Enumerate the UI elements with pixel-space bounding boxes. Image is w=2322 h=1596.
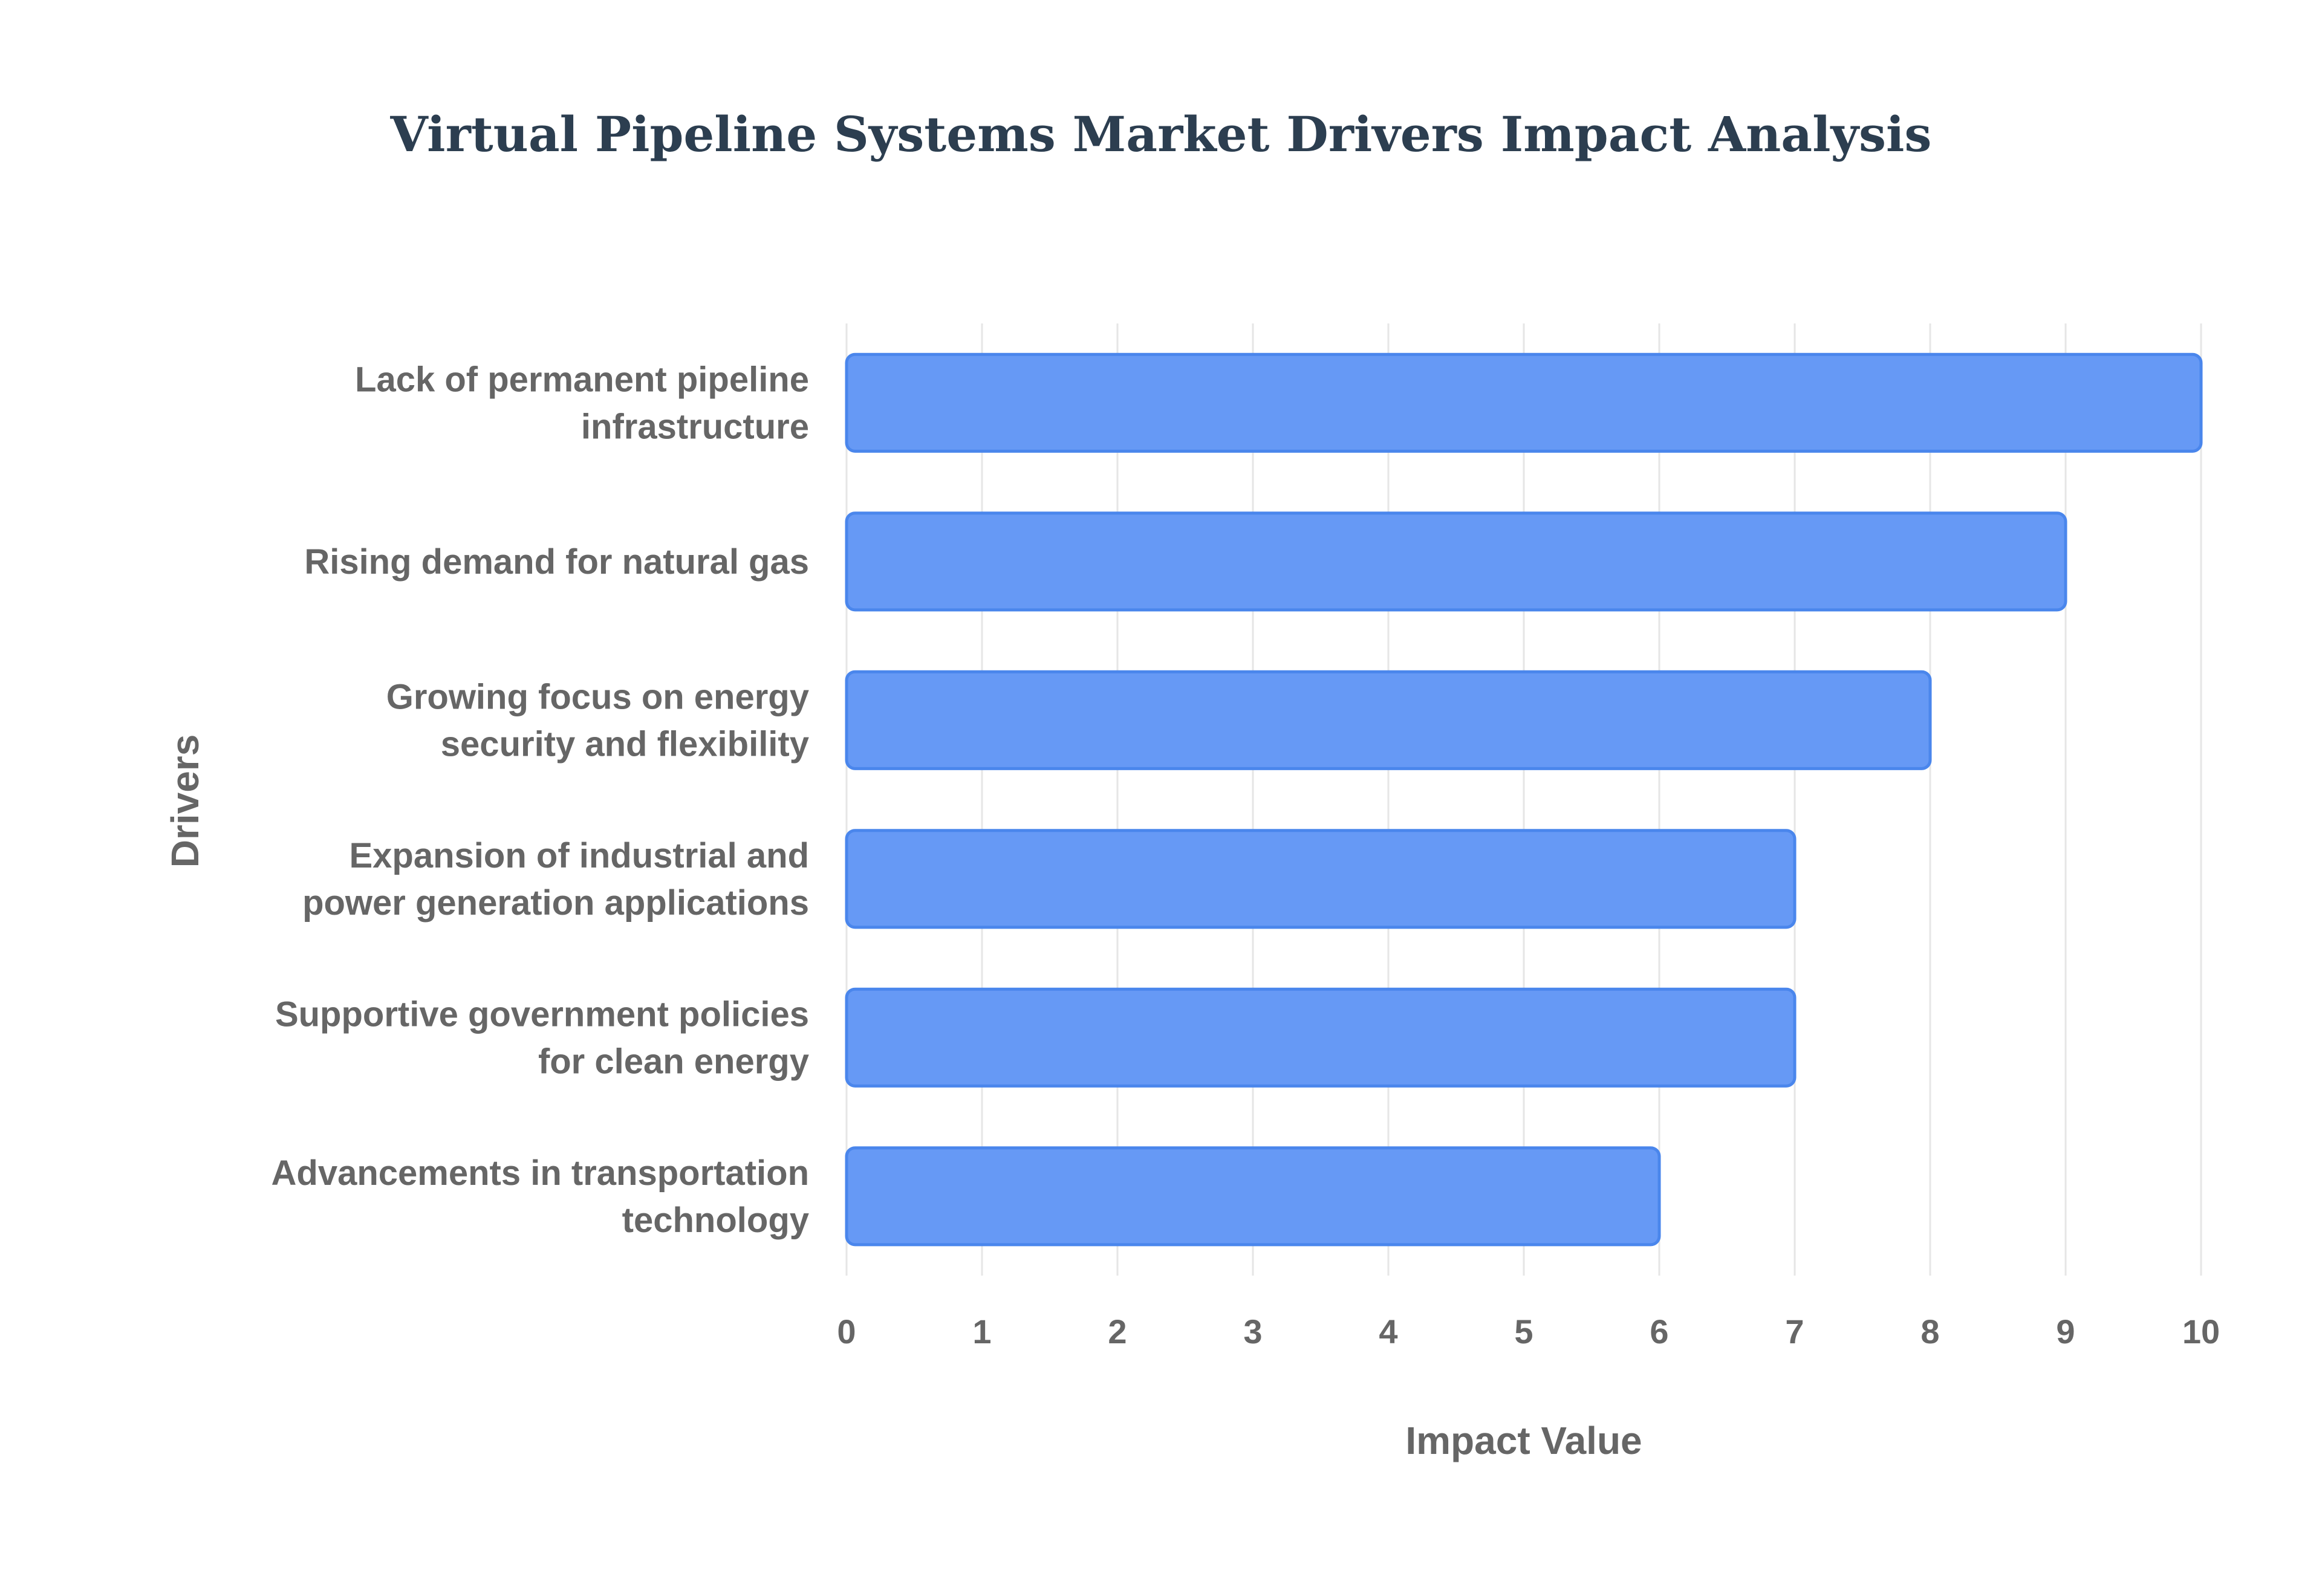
x-tick-label: 4	[1379, 1312, 1397, 1351]
x-tick-label: 8	[1920, 1312, 1939, 1351]
chart-title: Virtual Pipeline Systems Market Drivers …	[390, 106, 1932, 163]
x-tick-label: 5	[1514, 1312, 1533, 1351]
x-tick-label: 9	[2056, 1312, 2075, 1351]
x-tick-label: 0	[837, 1312, 856, 1351]
category-label: Advancements in transportation technology	[272, 1153, 809, 1240]
category-label: Lack of permanent pipeline infrastructure	[355, 360, 809, 446]
x-tick-label: 2	[1108, 1312, 1127, 1351]
category-label: Growing focus on energy security and flex…	[386, 677, 809, 764]
x-tick-label: 7	[1785, 1312, 1804, 1351]
category-label-line: Growing focus on energy	[386, 677, 809, 716]
category-label-line: for clean energy	[538, 1042, 809, 1081]
category-label: Expansion of industrial and power generat…	[302, 836, 809, 923]
category-label-line: infrastructure	[581, 407, 809, 446]
grid-lines	[845, 323, 2202, 1276]
category-label-line: power generation applications	[302, 883, 809, 923]
bar	[845, 511, 2067, 612]
x-tick-label: 1	[972, 1312, 991, 1351]
x-tick-labels: 0 1 2 3 4 5 6 7 8 9 10	[837, 1312, 2220, 1351]
category-label-line: Rising demand for natural gas	[304, 542, 809, 582]
category-label-line: technology	[622, 1201, 809, 1240]
category-label-line: Advancements in transportation	[272, 1153, 809, 1193]
category-label: Rising demand for natural gas	[304, 542, 809, 582]
category-label-line: Supportive government policies	[275, 994, 809, 1034]
bar	[845, 352, 2203, 453]
y-axis-title: Drivers	[163, 735, 207, 868]
x-tick-label: 6	[1650, 1312, 1668, 1351]
x-tick-label: 3	[1243, 1312, 1262, 1351]
bars	[845, 352, 2203, 1247]
category-label: Supportive government policies for clean …	[275, 994, 809, 1081]
category-label-line: security and flexibility	[441, 724, 809, 764]
bar	[845, 829, 1797, 929]
category-label-line: Lack of permanent pipeline	[355, 360, 809, 399]
bar	[845, 987, 1797, 1088]
category-labels: Lack of permanent pipeline infrastructure…	[272, 360, 809, 1240]
bar	[845, 670, 1932, 770]
bar	[845, 1146, 1661, 1247]
x-tick-label: 10	[2182, 1312, 2220, 1351]
x-axis-title: Impact Value	[1405, 1419, 1642, 1462]
category-label-line: Expansion of industrial and	[349, 836, 809, 875]
